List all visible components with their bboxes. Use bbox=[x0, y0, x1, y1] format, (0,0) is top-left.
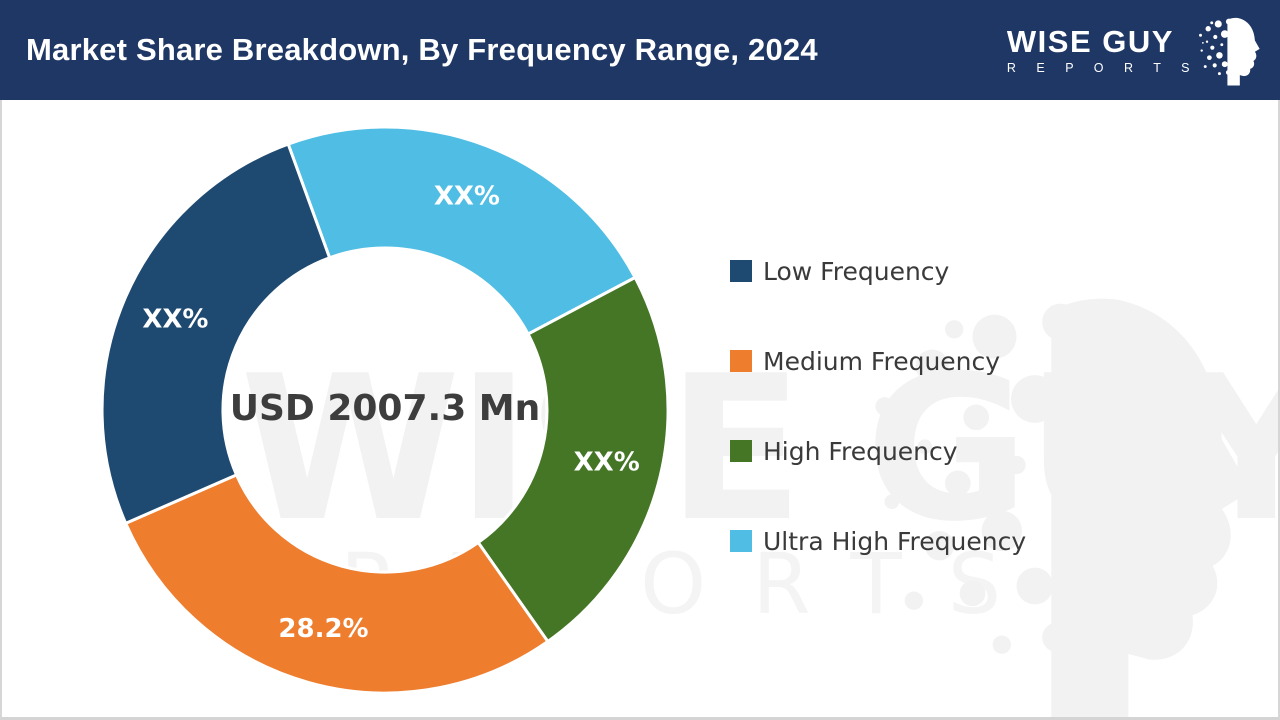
legend-swatch bbox=[730, 440, 752, 462]
legend-item: High Frequency bbox=[730, 436, 1026, 466]
brand-name: WISE GUY bbox=[1006, 23, 1174, 59]
legend-item: Medium Frequency bbox=[730, 346, 1026, 376]
chart-area: WISE GUY REPORTS XX% XX% 28.2% XX% USD 2007… bbox=[0, 100, 1280, 720]
donut-segment-medium-frequency bbox=[124, 473, 550, 695]
legend-item: Low Frequency bbox=[730, 256, 1026, 286]
legend-label: Low Frequency bbox=[763, 256, 950, 286]
donut-chart: XX% XX% 28.2% XX% USD 2007.3 Mn bbox=[100, 125, 670, 695]
legend-swatch bbox=[730, 350, 752, 372]
legend-item: Ultra High Frequency bbox=[730, 526, 1027, 556]
brand-head-icon bbox=[1199, 17, 1260, 86]
legend-swatch bbox=[730, 260, 752, 282]
legend-label: Medium Frequency bbox=[763, 346, 1001, 376]
legend: Low Frequency Medium Frequency High Freque… bbox=[730, 257, 1026, 617]
header: Market Share Breakdown, By Frequency Ran… bbox=[0, 0, 1280, 100]
brand-logo-text: WISE GUY R E P O R T S bbox=[1007, 26, 1198, 75]
legend-label: Ultra High Frequency bbox=[763, 526, 1027, 556]
donut-segment-label: XX% bbox=[574, 448, 640, 478]
donut-segment-high-frequency bbox=[476, 276, 670, 643]
donut-segment-ultra-high-frequency bbox=[286, 125, 637, 336]
brand-subname: R E P O R T S bbox=[1006, 60, 1198, 75]
donut-segment-label: 28.2% bbox=[278, 614, 368, 644]
donut-segment-low-frequency bbox=[100, 142, 332, 525]
brand-logo: WISE GUY R E P O R T S bbox=[1007, 12, 1262, 88]
page-title: Market Share Breakdown, By Frequency Ran… bbox=[26, 32, 818, 67]
donut-segment-label: XX% bbox=[142, 305, 208, 335]
legend-label: High Frequency bbox=[763, 436, 958, 466]
donut-segment-label: XX% bbox=[434, 182, 500, 212]
legend-swatch bbox=[730, 530, 752, 552]
donut-center-label: USD 2007.3 Mn bbox=[230, 388, 540, 429]
